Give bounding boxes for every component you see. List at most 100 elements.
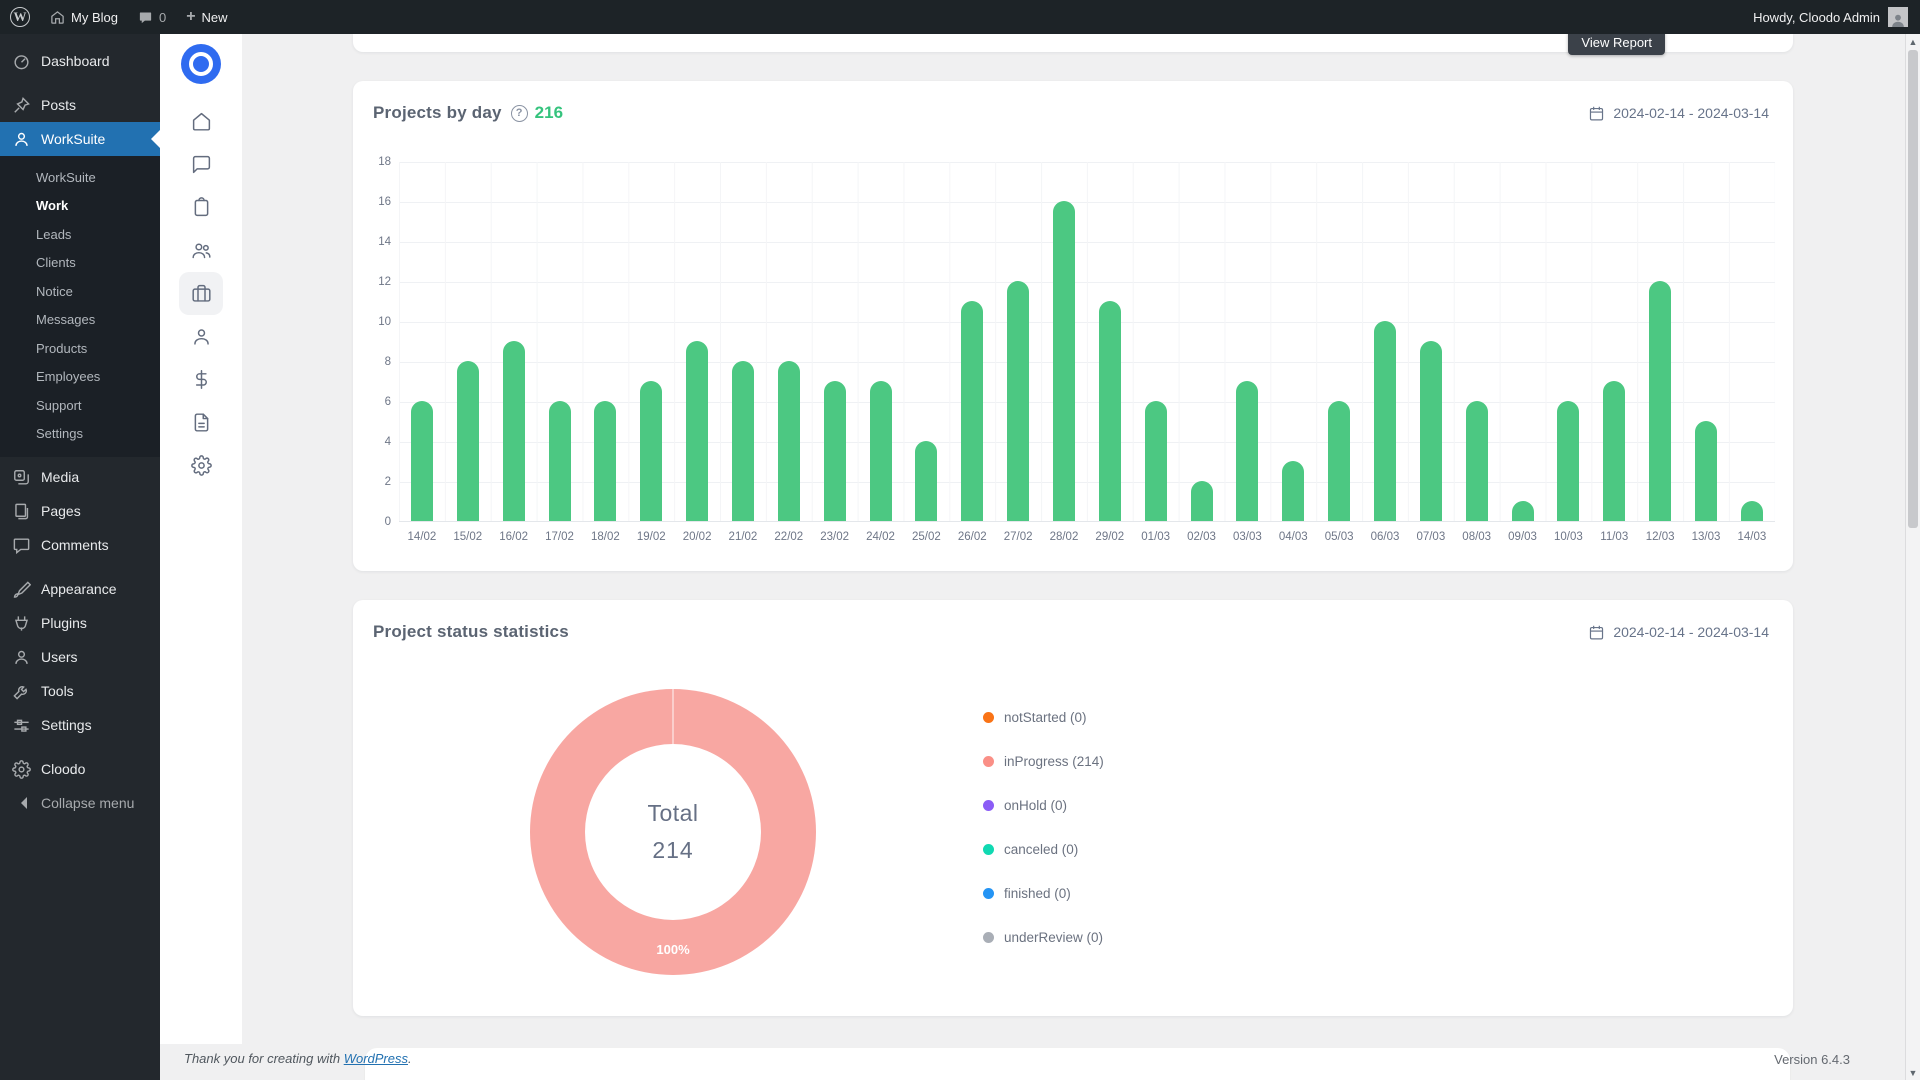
bar-slot — [903, 162, 949, 521]
bar-12/03 — [1649, 281, 1672, 521]
rail-messages-button[interactable] — [179, 143, 223, 186]
x-tick: 16/02 — [499, 531, 529, 543]
bar-06/03 — [1373, 321, 1396, 521]
bar-slot — [445, 162, 491, 521]
scroll-up-arrow[interactable]: ▲ — [1908, 36, 1918, 47]
card-title: Projects by day — [373, 103, 502, 122]
bar-slot — [995, 162, 1041, 521]
bar-slot — [1591, 162, 1637, 521]
submenu-item-products[interactable]: Products — [36, 340, 88, 356]
user-icon — [193, 329, 209, 345]
x-tick: 23/02 — [820, 531, 850, 543]
y-tick: 18 — [378, 156, 391, 168]
worksuite-submenu: WorkSuite Work Leads Clients Notice Mess… — [0, 156, 160, 457]
legend-dot — [983, 887, 994, 899]
submenu-item-support[interactable]: Support — [36, 397, 82, 413]
sidebar-item-posts[interactable]: Posts — [0, 88, 160, 122]
donut-total-value: 214 — [652, 837, 694, 863]
wordpress-logo-icon: W — [10, 7, 30, 27]
submenu-item-employees[interactable]: Employees — [36, 369, 101, 385]
scrollbar-thumb[interactable] — [1908, 50, 1918, 528]
sidebar-item-cloodo[interactable]: Cloodo — [0, 752, 160, 786]
page-scrollbar[interactable]: ▲ ▼ — [1905, 34, 1920, 1080]
rail-documents-button[interactable] — [179, 401, 223, 444]
file-text-icon — [194, 413, 208, 432]
x-tick: 20/02 — [682, 531, 712, 543]
view-report-button[interactable]: View Report — [1568, 30, 1665, 55]
sidebar-label: Appearance — [41, 581, 117, 597]
sidebar-item-tools[interactable]: Tools — [0, 674, 160, 708]
bar-chart-yaxis: 18 16 14 12 10 8 6 4 2 0 — [353, 156, 391, 528]
sidebar-item-appearance[interactable]: Appearance — [0, 572, 160, 606]
wp-logo-menu[interactable]: W — [0, 0, 40, 34]
legend-label: onHold (0) — [1004, 797, 1068, 813]
sidebar-item-worksuite[interactable]: WorkSuite — [0, 122, 160, 156]
date-range-picker[interactable]: 2024-02-14 - 2024-03-14 — [1588, 105, 1769, 122]
howdy-menu[interactable]: Howdy, Cloodo Admin — [1753, 10, 1880, 25]
comments-bubble[interactable]: 0 — [128, 0, 176, 34]
sidebar-item-pages[interactable]: Pages — [0, 494, 160, 528]
sidebar-item-settings[interactable]: Settings — [0, 708, 160, 742]
pages-icon — [15, 503, 29, 519]
bar-16/02 — [502, 341, 525, 521]
rail-projects-button[interactable] — [179, 272, 223, 315]
sidebar-item-dashboard[interactable]: Dashboard — [0, 44, 160, 78]
rail-home-button[interactable] — [179, 100, 223, 143]
submenu-item-messages[interactable]: Messages — [36, 312, 96, 328]
sidebar-item-media[interactable]: Media — [0, 460, 160, 494]
rail-tasks-button[interactable] — [179, 186, 223, 229]
submenu-item-notice[interactable]: Notice — [36, 283, 73, 299]
x-tick: 29/02 — [1095, 531, 1125, 543]
rail-profile-button[interactable] — [179, 315, 223, 358]
bar-slot — [628, 162, 674, 521]
scroll-down-arrow[interactable]: ▼ — [1908, 1067, 1918, 1078]
bar-19/02 — [640, 381, 663, 521]
date-range-text: 2024-02-14 - 2024-03-14 — [1613, 105, 1769, 121]
rail-finance-button[interactable] — [179, 358, 223, 401]
sidebar-item-plugins[interactable]: Plugins — [0, 606, 160, 640]
worksuite-logo[interactable] — [181, 44, 221, 84]
bar-slot — [1041, 162, 1087, 521]
bar-slot — [1087, 162, 1133, 521]
howdy-text: Howdy, Cloodo Admin — [1753, 9, 1880, 25]
date-range-text: 2024-02-14 - 2024-03-14 — [1613, 624, 1769, 640]
bar-10/03 — [1557, 401, 1580, 521]
bar-25/02 — [915, 441, 938, 521]
bar-slot — [1179, 162, 1225, 521]
submenu-item-clients[interactable]: Clients — [36, 255, 76, 271]
sidebar-item-comments[interactable]: Comments — [0, 528, 160, 562]
x-tick: 19/02 — [636, 531, 666, 543]
sidebar-label: Collapse menu — [41, 795, 135, 811]
footer-period: . — [408, 1051, 412, 1066]
x-tick: 09/03 — [1508, 531, 1537, 543]
site-link[interactable]: My Blog — [40, 0, 128, 34]
bar-slot — [1362, 162, 1408, 521]
submenu-item-leads[interactable]: Leads — [36, 226, 72, 242]
bar-23/02 — [823, 381, 846, 521]
wordpress-link[interactable]: WordPress — [343, 1051, 408, 1066]
bar-21/02 — [731, 361, 754, 521]
sidebar-item-users[interactable]: Users — [0, 640, 160, 674]
avatar[interactable] — [1888, 7, 1908, 27]
rail-settings-button[interactable] — [179, 444, 223, 487]
next-card-fragment — [365, 1048, 1790, 1080]
collapse-menu-button[interactable]: Collapse menu — [0, 786, 160, 820]
new-content-menu[interactable]: + New — [176, 0, 237, 34]
bar-slot — [1408, 162, 1454, 521]
dollar-icon — [195, 370, 207, 389]
legend-dot — [983, 931, 994, 943]
date-range-picker[interactable]: 2024-02-14 - 2024-03-14 — [1588, 624, 1769, 641]
submenu-item-settings[interactable]: Settings — [36, 426, 83, 442]
bar-28/02 — [1052, 201, 1075, 521]
bar-07/03 — [1419, 341, 1442, 521]
y-tick: 10 — [378, 316, 391, 328]
users-icon — [15, 650, 28, 664]
submenu-item-worksuite[interactable]: WorkSuite — [36, 169, 96, 185]
rail-team-button[interactable] — [179, 229, 223, 272]
help-question-icon[interactable]: ? — [510, 104, 528, 122]
bar-slot — [1500, 162, 1546, 521]
sidebar-label: Users — [41, 649, 78, 665]
gear-icon — [190, 455, 212, 476]
submenu-item-work[interactable]: Work — [36, 198, 69, 214]
